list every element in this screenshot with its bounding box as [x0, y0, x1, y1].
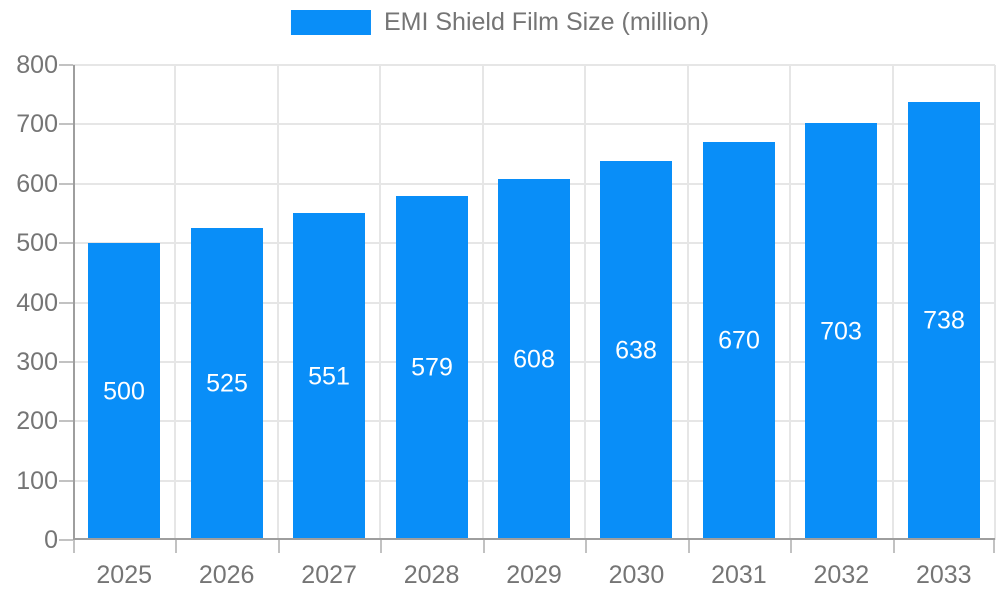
bar-value-label: 579 [411, 353, 453, 382]
bar-value-label: 551 [308, 362, 350, 390]
y-tick-label: 100 [16, 466, 58, 495]
x-gridline [994, 65, 996, 540]
y-axis-line [73, 65, 75, 540]
bar-value-label: 670 [718, 326, 760, 355]
y-gridline [73, 64, 995, 66]
plot-area: 500 525 551 579 608 638 670 703 738 [59, 64, 996, 553]
bar-value-label: 738 [923, 306, 965, 335]
bar-value-label: 638 [615, 336, 657, 364]
legend-label: EMI Shield Film Size (million) [383, 8, 710, 36]
bar-value-label: 525 [206, 369, 248, 398]
y-tick-mark [59, 182, 73, 185]
x-gridline [379, 65, 382, 540]
x-tick-mark [892, 540, 895, 553]
bar[interactable]: 579 [396, 196, 468, 540]
y-tick-mark [59, 360, 73, 363]
x-tick-label: 2031 [711, 561, 767, 589]
x-tick-label: 2030 [608, 561, 665, 589]
y-tick-mark [59, 242, 73, 245]
legend-swatch-icon [290, 10, 371, 35]
y-tick-mark [59, 479, 73, 482]
bar[interactable]: 703 [805, 123, 877, 540]
x-tick-mark [277, 540, 280, 553]
y-tick-label: 0 [44, 526, 58, 554]
x-tick-mark [175, 540, 178, 553]
y-tick-label: 800 [16, 51, 58, 79]
y-tick-mark [59, 539, 73, 541]
bar[interactable]: 500 [88, 243, 160, 540]
y-tick-label: 600 [16, 169, 58, 198]
y-tick-mark [59, 64, 73, 66]
x-tick-label: 2026 [198, 561, 255, 589]
y-tick-mark [59, 123, 73, 126]
y-tick-label: 200 [16, 407, 58, 436]
y-tick-label: 500 [16, 229, 58, 258]
bar-value-label: 608 [513, 345, 555, 373]
bar[interactable]: 608 [498, 179, 570, 540]
y-gridline [73, 123, 995, 126]
x-tick-label: 2025 [96, 561, 153, 589]
y-tick-label: 700 [16, 110, 58, 139]
y-tick-mark [59, 420, 73, 423]
x-gridline [891, 65, 894, 540]
x-tick-mark [993, 540, 995, 553]
x-tick-mark [380, 540, 383, 553]
x-tick-mark [585, 540, 588, 553]
y-tick-mark [59, 301, 73, 304]
x-gridline [584, 65, 587, 540]
x-axis-labels: 2025 2026 2027 2028 2029 2030 2031 2032 2033 [73, 556, 995, 594]
bar[interactable]: 738 [908, 102, 980, 540]
x-gridline [686, 65, 689, 540]
bar-value-label: 500 [103, 377, 145, 405]
y-tick-label: 300 [16, 347, 58, 376]
bar[interactable]: 525 [191, 228, 263, 540]
y-tick-label: 400 [16, 288, 58, 317]
x-tick-mark [482, 540, 485, 553]
x-tick-mark [73, 540, 75, 553]
x-tick-mark [790, 540, 793, 553]
x-gridline [276, 65, 279, 540]
x-tick-label: 2033 [915, 561, 972, 589]
bar[interactable]: 638 [600, 161, 672, 540]
y-axis-labels: 0 100 200 300 400 500 600 700 800 [0, 52, 58, 553]
x-tick-label: 2032 [813, 561, 870, 589]
bar-value-label: 703 [820, 317, 862, 345]
x-tick-mark [687, 540, 690, 553]
x-gridline [789, 65, 792, 540]
bar[interactable]: 670 [703, 142, 775, 540]
bar[interactable]: 551 [293, 213, 365, 540]
x-axis-line [73, 538, 995, 540]
x-tick-label: 2028 [403, 561, 460, 589]
x-gridline [174, 65, 177, 540]
x-gridline [481, 65, 484, 540]
chart-legend[interactable]: EMI Shield Film Size (million) [290, 8, 710, 36]
x-tick-label: 2027 [301, 561, 357, 589]
x-tick-label: 2029 [506, 561, 562, 589]
